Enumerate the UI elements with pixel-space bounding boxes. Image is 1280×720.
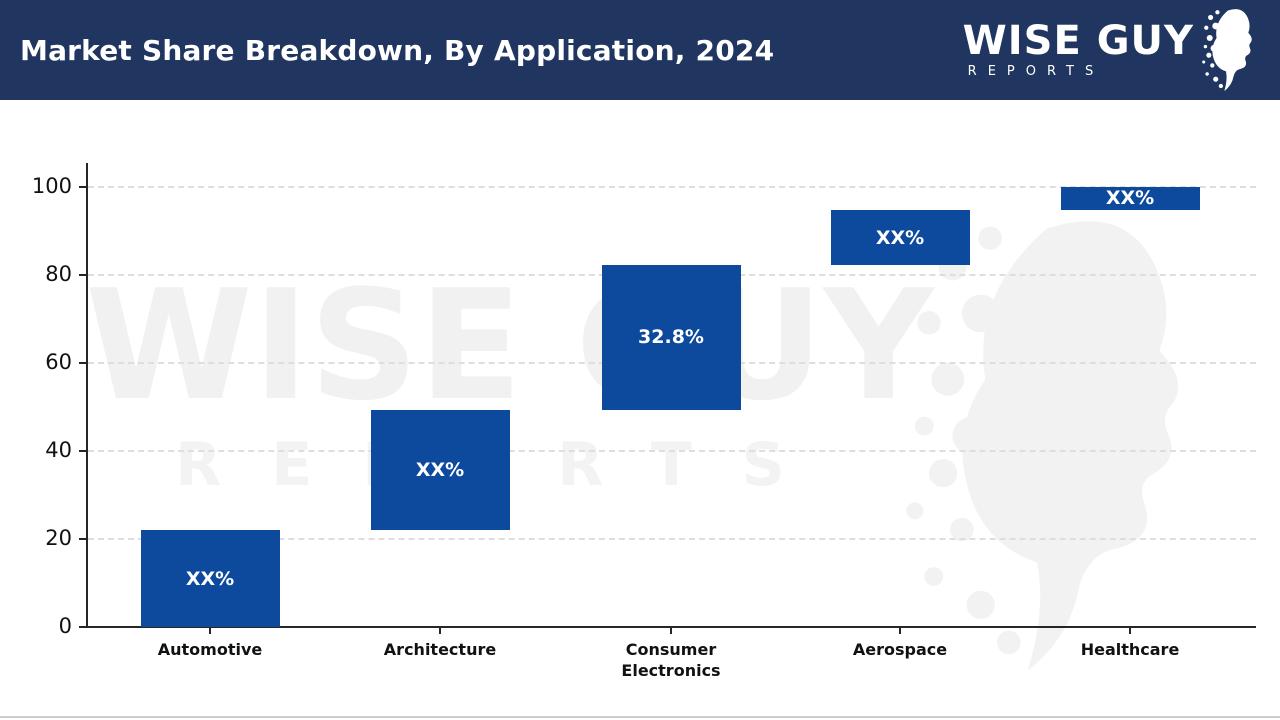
x-category-label: Aerospace	[852, 640, 948, 659]
y-tick-label: 20	[45, 526, 72, 550]
watermark-head-profile-icon	[906, 221, 1179, 671]
y-tickmark	[79, 362, 88, 364]
y-tickmark	[79, 538, 88, 540]
x-axis	[86, 626, 1256, 628]
bar-architecture: XX%	[370, 409, 510, 531]
x-tickmark	[670, 628, 672, 634]
page-title: Market Share Breakdown, By Application, …	[20, 33, 775, 67]
bar-consumer-electronics: 32.8%	[601, 265, 741, 410]
y-tick-label: 100	[31, 174, 72, 198]
bar-aerospace: XX%	[830, 209, 970, 266]
dotted-head-profile-icon	[1202, 9, 1252, 92]
y-tick-label: 80	[45, 262, 72, 286]
y-gridline	[88, 538, 1256, 540]
y-tick-label: 60	[45, 350, 72, 374]
bar-automotive: XX%	[140, 530, 280, 627]
x-category-label: Architecture	[383, 640, 497, 659]
bar-value-label: 32.8%	[638, 326, 704, 349]
header-band: Market Share Breakdown, By Application, …	[0, 0, 1280, 100]
brand-logo: WISE GUY REPORTS	[963, 7, 1262, 93]
y-tickmark	[79, 450, 88, 452]
x-category-label: Consumer Electronics	[621, 640, 721, 680]
x-category-label: Automotive	[157, 640, 263, 659]
y-tickmark	[79, 626, 88, 628]
x-tickmark	[439, 628, 441, 634]
watermark-brand-name: WISE GUY	[85, 257, 934, 434]
bar-value-label: XX%	[415, 458, 465, 481]
y-tickmark	[79, 186, 88, 188]
bar-value-label: XX%	[185, 567, 235, 590]
y-tick-label: 40	[45, 438, 72, 462]
brand-name: WISE GUY	[962, 18, 1194, 64]
x-tickmark	[899, 628, 901, 634]
bar-value-label: XX%	[875, 226, 925, 249]
x-tickmark	[1129, 628, 1131, 634]
brand-logo-text: WISE GUY REPORTS	[963, 21, 1194, 79]
bar-healthcare: XX%	[1060, 187, 1200, 210]
bottom-divider	[0, 716, 1280, 718]
x-category-label: Healthcare	[1080, 640, 1180, 659]
x-tickmark	[209, 628, 211, 634]
y-tickmark	[79, 274, 88, 276]
y-gridline	[88, 186, 1256, 188]
y-axis	[86, 163, 88, 628]
y-tick-label: 0	[58, 614, 72, 638]
bar-value-label: XX%	[1105, 187, 1155, 210]
y-gridline	[88, 450, 1256, 452]
brand-subtitle: REPORTS	[967, 64, 1105, 79]
